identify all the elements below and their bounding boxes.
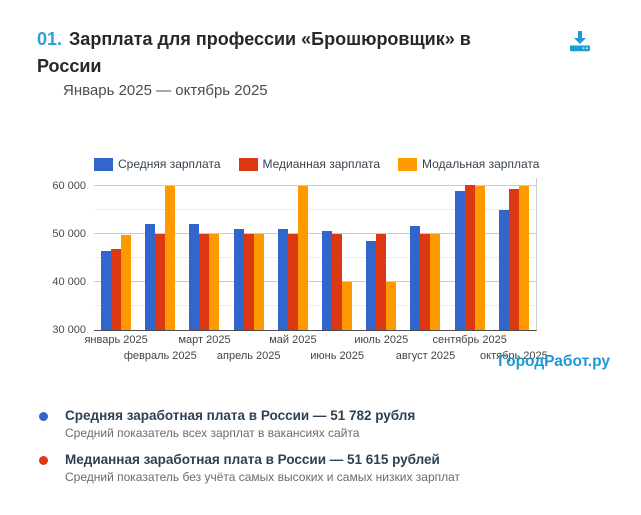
bar-median-1[interactable] bbox=[111, 249, 122, 330]
gridline bbox=[94, 233, 536, 235]
legend-swatch-icon bbox=[94, 157, 113, 171]
bar-average-6[interactable] bbox=[322, 231, 333, 330]
legend-item-average[interactable]: Средняя зарплата bbox=[94, 157, 221, 171]
bar-group-9 bbox=[448, 178, 492, 330]
bar-group-3 bbox=[182, 178, 226, 330]
note-average-title: Средняя заработная плата в России — 51 7… bbox=[65, 408, 416, 423]
note-average-subtitle: Средний показатель всех зарплат в ваканс… bbox=[65, 426, 360, 440]
bar-median-7[interactable] bbox=[376, 234, 387, 330]
bar-median-5[interactable] bbox=[287, 234, 298, 330]
bar-modal-7[interactable] bbox=[386, 282, 397, 330]
y-axis-label: 40 000 bbox=[52, 276, 86, 288]
bar-median-3[interactable] bbox=[199, 234, 210, 330]
legend-swatch-icon bbox=[398, 157, 417, 171]
legend-label: Средняя зарплата bbox=[118, 157, 221, 171]
bar-modal-1[interactable] bbox=[121, 234, 132, 330]
legend-swatch-icon bbox=[238, 157, 258, 171]
chart-header: 01. Зарплата для профессии «Брошюровщик» … bbox=[37, 26, 549, 99]
title-line1: Зарплата для профессии «Брошюровщик» в bbox=[69, 29, 471, 49]
x-axis-label: сентябрь 2025 bbox=[432, 334, 507, 346]
bar-average-3[interactable] bbox=[189, 224, 200, 330]
x-axis-label: июнь 2025 bbox=[310, 350, 364, 362]
gorodrabot-watermark: ГородРабот.ру bbox=[498, 353, 610, 370]
bar-group-2 bbox=[138, 178, 182, 330]
bar-group-1 bbox=[94, 178, 138, 330]
bar-group-10 bbox=[492, 178, 536, 330]
x-axis-label: март 2025 bbox=[178, 334, 231, 346]
page-subtitle: Январь 2025 — октябрь 2025 bbox=[63, 82, 268, 99]
chart-plot bbox=[94, 178, 537, 331]
bar-modal-6[interactable] bbox=[342, 282, 353, 330]
gridline bbox=[94, 281, 536, 283]
bar-average-7[interactable] bbox=[366, 240, 377, 330]
x-axis-label: январь 2025 bbox=[84, 334, 148, 346]
legend-label: Модальная зарплата bbox=[422, 157, 540, 171]
gridline-minor bbox=[94, 257, 536, 259]
x-axis-label: август 2025 bbox=[395, 350, 456, 362]
bar-average-8[interactable] bbox=[410, 225, 421, 330]
legend-item-median[interactable]: Медианная зарплата bbox=[238, 157, 380, 171]
bar-modal-3[interactable] bbox=[209, 234, 220, 330]
bar-median-6[interactable] bbox=[332, 234, 343, 330]
bar-group-7 bbox=[359, 178, 403, 330]
bar-group-5 bbox=[271, 178, 315, 330]
x-axis-label: апрель 2025 bbox=[216, 350, 281, 362]
x-axis-label: май 2025 bbox=[269, 334, 317, 346]
red-dot-icon bbox=[39, 456, 48, 465]
x-axis-label: февраль 2025 bbox=[123, 350, 197, 362]
bar-average-9[interactable] bbox=[454, 191, 465, 330]
slide-number: 01. bbox=[37, 29, 63, 49]
bar-group-4 bbox=[227, 178, 271, 330]
legend-item-modal[interactable]: Модальная зарплата bbox=[398, 157, 539, 171]
legend-label: Медианная зарплата bbox=[262, 157, 380, 171]
bar-median-10[interactable] bbox=[508, 189, 519, 330]
bar-modal-10[interactable] bbox=[518, 186, 529, 330]
x-axis-label: июль 2025 bbox=[354, 334, 409, 346]
bar-average-1[interactable] bbox=[101, 251, 112, 330]
y-axis: 30 000 40 000 50 000 60 000 bbox=[0, 178, 86, 336]
bar-modal-9[interactable] bbox=[474, 185, 485, 330]
download-button[interactable] bbox=[567, 30, 593, 54]
bar-median-8[interactable] bbox=[420, 234, 431, 330]
bar-median-9[interactable] bbox=[464, 185, 475, 330]
bar-group-6 bbox=[315, 178, 359, 330]
note-median-subtitle: Средний показатель без учёта самых высок… bbox=[65, 470, 461, 484]
bar-average-4[interactable] bbox=[233, 229, 244, 330]
bar-average-5[interactable] bbox=[277, 228, 288, 330]
y-axis-label: 60 000 bbox=[52, 180, 86, 192]
y-axis-label: 30 000 bbox=[52, 324, 86, 336]
bar-median-4[interactable] bbox=[243, 234, 254, 330]
note-median: Медианная заработная плата в России — 51… bbox=[39, 452, 460, 484]
gridline bbox=[94, 185, 536, 187]
download-icon bbox=[568, 31, 592, 55]
title-line2: России bbox=[37, 56, 102, 76]
bar-modal-8[interactable] bbox=[430, 234, 441, 330]
bar-average-2[interactable] bbox=[145, 223, 156, 330]
note-median-title: Медианная заработная плата в России — 51… bbox=[65, 452, 440, 467]
note-average: Средняя заработная плата в России — 51 7… bbox=[39, 408, 415, 440]
chart-legend: Средняя зарплата Медианная зарплата Модаль… bbox=[94, 157, 539, 171]
bar-median-2[interactable] bbox=[155, 234, 166, 330]
bar-average-10[interactable] bbox=[498, 210, 509, 330]
page-title: 01. Зарплата для профессии «Брошюровщик» … bbox=[37, 26, 549, 80]
bar-modal-5[interactable] bbox=[297, 186, 308, 330]
gridline-minor bbox=[94, 305, 536, 307]
gridline-minor bbox=[94, 209, 536, 211]
bar-group-8 bbox=[403, 178, 447, 330]
bar-modal-4[interactable] bbox=[253, 234, 264, 330]
y-axis-label: 50 000 bbox=[52, 228, 86, 240]
bar-modal-2[interactable] bbox=[165, 186, 176, 330]
blue-dot-icon bbox=[39, 412, 48, 421]
